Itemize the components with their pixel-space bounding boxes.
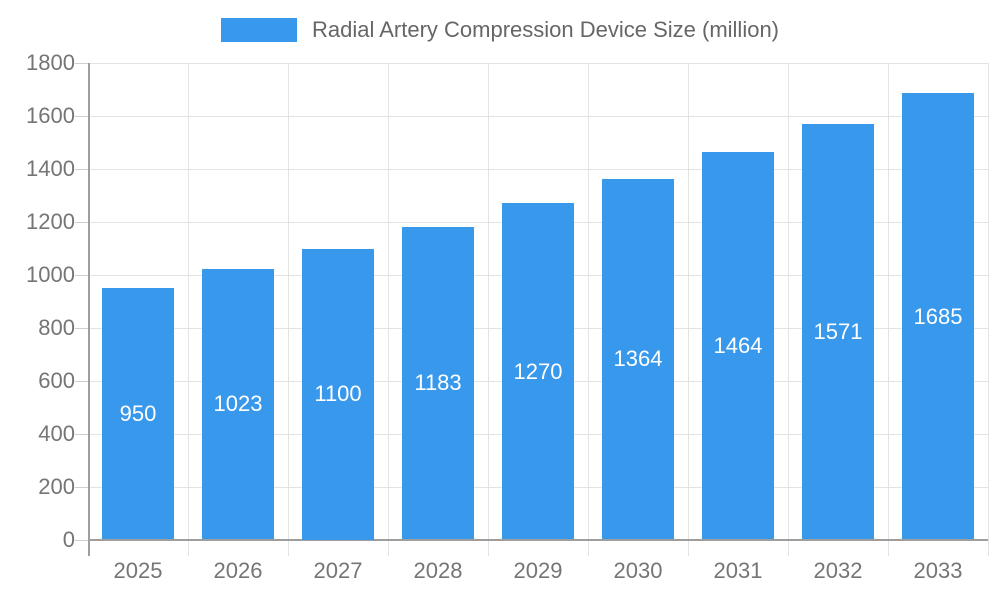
x-gridline [888, 63, 889, 556]
bar-value-label: 1100 [314, 381, 362, 406]
x-gridline [688, 63, 689, 556]
x-gridline [988, 63, 989, 556]
y-axis-label: 800 [38, 315, 75, 340]
bar-value-label: 1183 [414, 370, 462, 395]
bar-2025[interactable] [102, 288, 174, 539]
y-axis-label: 400 [38, 421, 75, 446]
legend-swatch [220, 18, 297, 42]
x-axis-label: 2031 [713, 558, 763, 583]
x-axis-line [88, 539, 988, 541]
y-axis-label: 200 [38, 474, 75, 499]
bar-value-label: 1364 [613, 346, 663, 371]
bar-2031[interactable] [702, 152, 774, 539]
bar-value-label: 1270 [513, 359, 563, 384]
y-axis-label: 0 [62, 527, 75, 552]
x-axis-label: 2028 [413, 558, 463, 583]
x-axis-label: 2029 [513, 558, 563, 583]
y-axis-tick [75, 381, 88, 382]
y-axis-tick [75, 222, 88, 223]
y-axis-tick [75, 63, 88, 64]
x-axis-label: 2032 [813, 558, 863, 583]
bar-2033[interactable] [902, 93, 974, 539]
x-gridline [288, 63, 289, 556]
x-gridline [488, 63, 489, 556]
bar-value-label: 1464 [713, 333, 763, 358]
bar-2028[interactable] [402, 227, 474, 539]
y-axis-label: 600 [38, 368, 75, 393]
x-axis-label: 2026 [213, 558, 263, 583]
y-gridline [88, 116, 988, 117]
y-axis-label: 1600 [26, 103, 75, 128]
x-gridline [188, 63, 189, 556]
y-axis-line [88, 63, 90, 556]
y-axis-label: 1400 [26, 156, 75, 181]
x-axis-label: 2030 [613, 558, 663, 583]
y-gridline [88, 169, 988, 170]
x-gridline [388, 63, 389, 556]
bar-2029[interactable] [502, 203, 574, 539]
y-axis-label: 1200 [26, 209, 75, 234]
legend-label: Radial Artery Compression Device Size (m… [311, 17, 780, 42]
y-gridline [88, 63, 988, 64]
y-axis-tick [75, 275, 88, 276]
y-axis-label: 1000 [26, 262, 75, 287]
y-axis-tick [75, 328, 88, 329]
y-axis-tick [75, 434, 88, 435]
chart-legend[interactable]: Radial Artery Compression Device Size (m… [0, 17, 1000, 43]
x-gridline [788, 63, 789, 556]
bar-value-label: 950 [119, 401, 157, 426]
y-axis-tick [75, 540, 88, 541]
x-gridline [588, 63, 589, 556]
bar-2030[interactable] [602, 179, 674, 539]
y-axis-tick [75, 487, 88, 488]
x-axis-label: 2027 [313, 558, 363, 583]
bar-value-label: 1685 [913, 304, 963, 329]
y-axis-label: 1800 [26, 50, 75, 75]
y-axis-tick [75, 169, 88, 170]
bar-value-label: 1571 [813, 319, 863, 344]
y-axis-tick [75, 116, 88, 117]
x-axis-label: 2033 [913, 558, 963, 583]
bar-2026[interactable] [202, 269, 274, 539]
bar-2032[interactable] [802, 124, 874, 539]
bar-value-label: 1023 [213, 391, 263, 416]
bar-2027[interactable] [302, 249, 374, 540]
x-axis-label: 2025 [113, 558, 163, 583]
